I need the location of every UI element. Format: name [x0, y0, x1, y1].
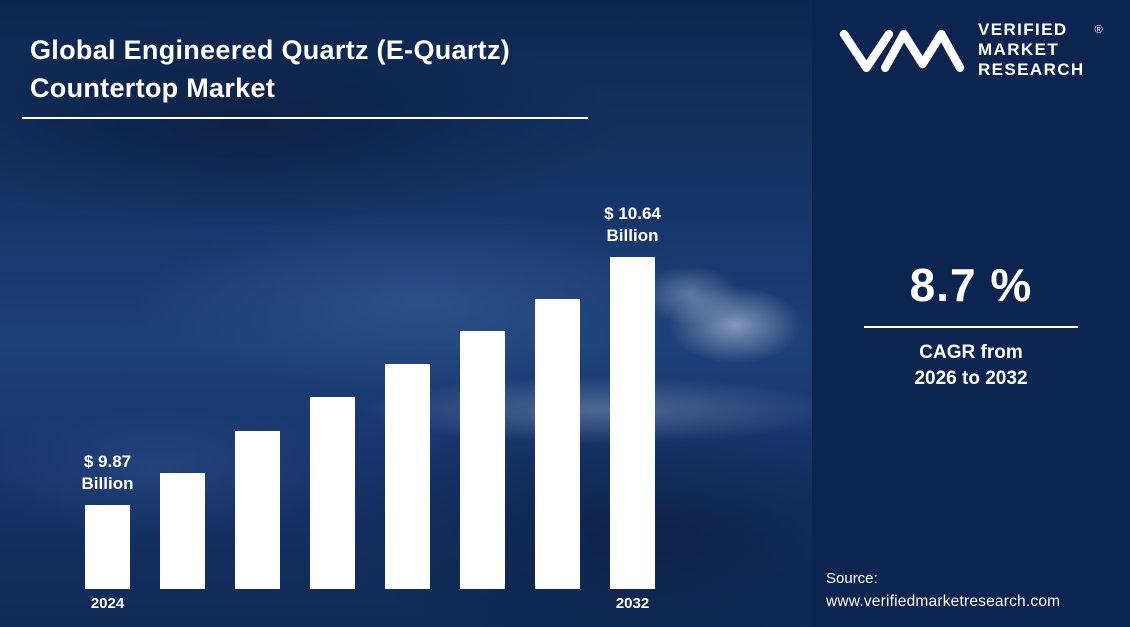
bar-column [160, 473, 205, 617]
info-panel: VERIFIED MARKET RESEARCH ® 8.7 % CAGR fr… [812, 0, 1130, 627]
page-title-line2: Countertop Market [30, 72, 276, 103]
bar-column [535, 299, 580, 617]
source-block: Source: www.verifiedmarketresearch.com [826, 570, 1124, 611]
cagr-caption-line2: 2026 to 2032 [914, 367, 1028, 389]
vmr-logo-icon [839, 29, 965, 73]
bar-column: $ 10.64 Billion 2032 [604, 203, 661, 617]
bar [85, 505, 130, 589]
cagr-value: 8.7 % [909, 259, 1033, 311]
source-label: Source: [826, 570, 878, 587]
bar-column [460, 331, 505, 617]
x-axis-label: 2024 [90, 595, 125, 612]
bar-value-label: $ 10.64 Billion [604, 203, 661, 245]
x-axis-label: 2032 [615, 595, 650, 612]
cagr-caption: CAGR from 2026 to 2032 [812, 340, 1130, 391]
logo-line1: VERIFIED [978, 20, 1068, 39]
bar [610, 257, 655, 589]
bar-chart: $ 9.87 Billion 2024 $ 10.64 Billion 2032 [82, 203, 661, 617]
logo-line3: RESEARCH [978, 60, 1085, 80]
cagr-caption-line1: CAGR from [919, 342, 1023, 363]
bar [460, 331, 505, 589]
bar [535, 299, 580, 589]
bar-value-label: $ 9.87 Billion [81, 451, 134, 493]
page-title-line1: Global Engineered Quartz (E-Quartz) [30, 35, 511, 65]
bar [310, 397, 355, 589]
bar [385, 364, 430, 589]
vmr-logo: VERIFIED MARKET RESEARCH ® [836, 20, 1124, 80]
bar [235, 431, 280, 589]
bar [160, 473, 205, 589]
cagr-block: 8.7 % CAGR from 2026 to 2032 [812, 258, 1130, 391]
bar-column [310, 397, 355, 617]
logo-wordmark: VERIFIED MARKET RESEARCH [978, 20, 1085, 80]
bar-column: $ 9.87 Billion 2024 [82, 451, 134, 617]
registered-trademark-symbol: ® [1094, 24, 1103, 36]
source-url: www.verifiedmarketresearch.com [826, 593, 1061, 610]
logo-line2: MARKET [978, 40, 1060, 60]
page-title: Global Engineered Quartz (E-Quartz) Coun… [30, 32, 670, 108]
cagr-divider [864, 326, 1078, 328]
bar-column [385, 364, 430, 617]
title-underline [22, 117, 588, 119]
chart-panel: Global Engineered Quartz (E-Quartz) Coun… [0, 0, 812, 627]
bar-column [235, 431, 280, 617]
